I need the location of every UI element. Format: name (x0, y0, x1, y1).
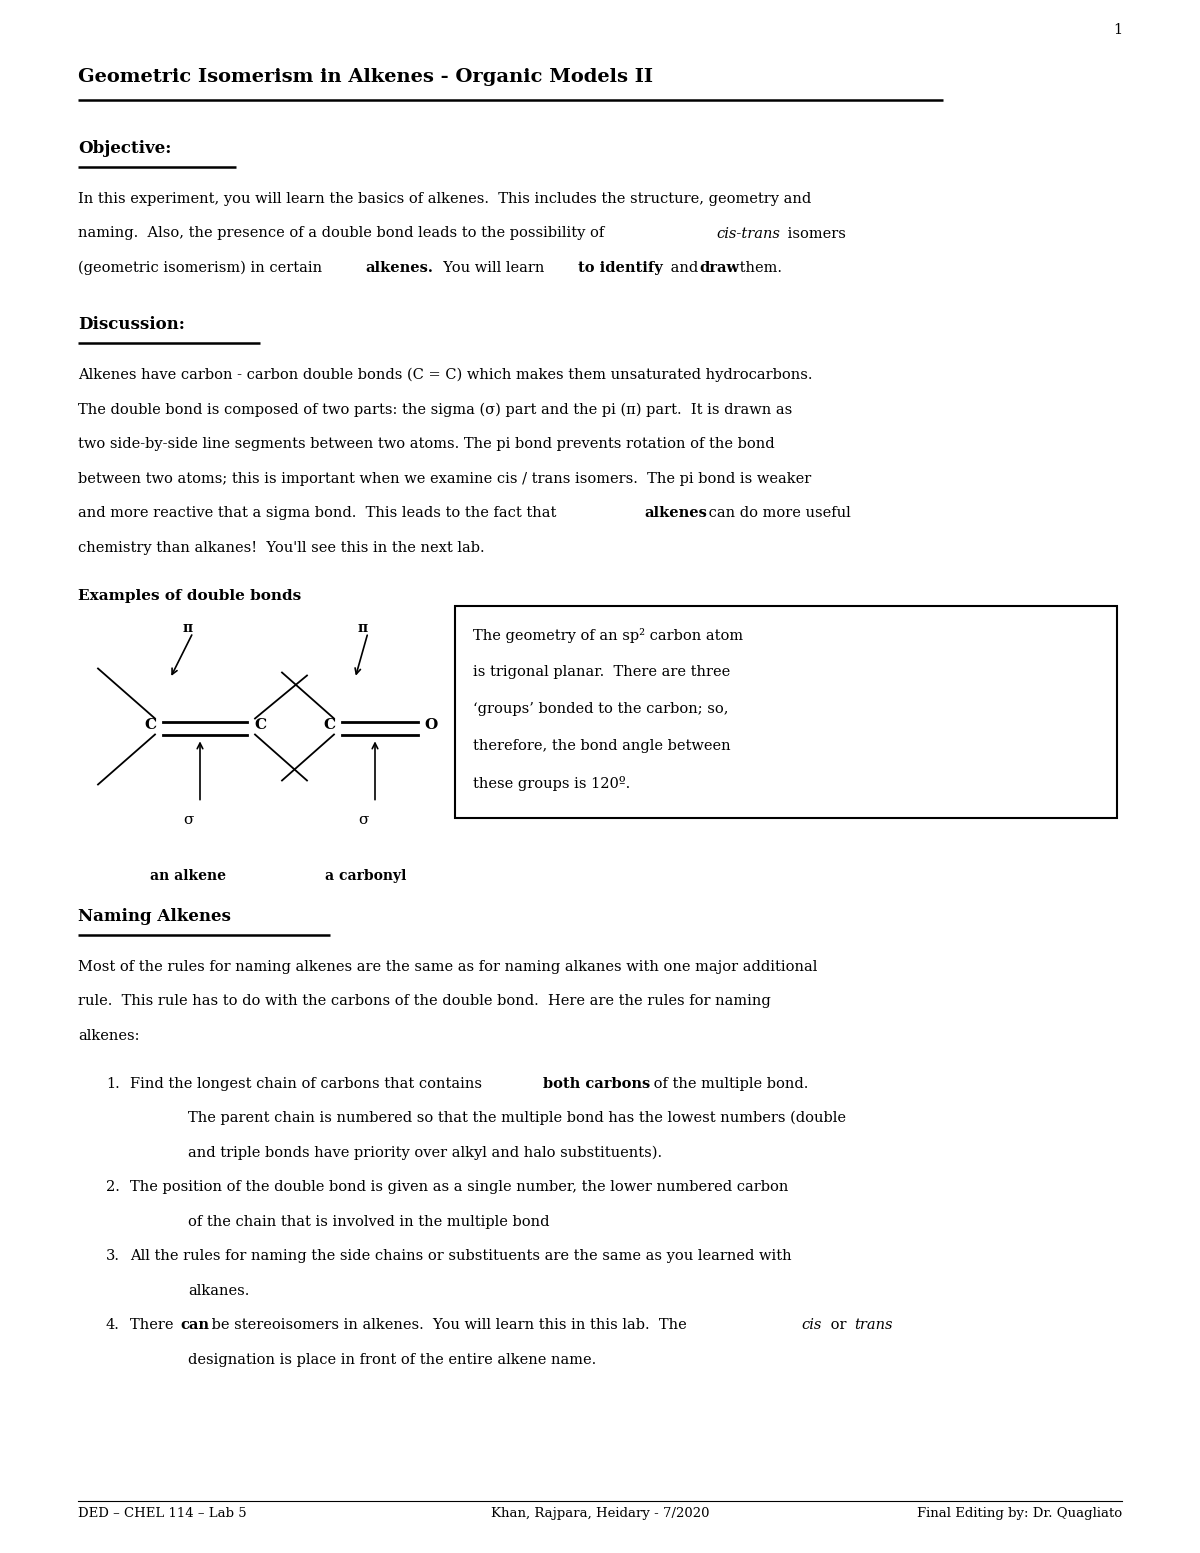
Text: Most of the rules for naming alkenes are the same as for naming alkanes with one: Most of the rules for naming alkenes are… (78, 960, 817, 974)
Text: ‘groups’ bonded to the carbon; so,: ‘groups’ bonded to the carbon; so, (473, 702, 728, 716)
Text: 4.: 4. (106, 1318, 120, 1332)
Text: 1.: 1. (106, 1076, 120, 1090)
Text: trans: trans (854, 1318, 893, 1332)
Text: In this experiment, you will learn the basics of alkenes.  This includes the str: In this experiment, you will learn the b… (78, 193, 811, 207)
Text: draw: draw (698, 261, 739, 275)
Text: of the multiple bond.: of the multiple bond. (649, 1076, 809, 1090)
Text: is trigonal planar.  There are three: is trigonal planar. There are three (473, 665, 731, 679)
Text: both carbons: both carbons (542, 1076, 650, 1090)
Text: The double bond is composed of two parts: the sigma (σ) part and the pi (π) part: The double bond is composed of two parts… (78, 402, 792, 416)
Text: Examples of double bonds: Examples of double bonds (78, 589, 301, 603)
Text: naming.  Also, the presence of a double bond leads to the possibility of: naming. Also, the presence of a double b… (78, 227, 608, 241)
Text: The position of the double bond is given as a single number, the lower numbered : The position of the double bond is given… (130, 1180, 788, 1194)
Text: 2.: 2. (106, 1180, 120, 1194)
Text: 3.: 3. (106, 1249, 120, 1263)
Text: therefore, the bond angle between: therefore, the bond angle between (473, 739, 731, 753)
Text: π: π (358, 621, 368, 635)
Text: be stereoisomers in alkenes.  You will learn this in this lab.  The: be stereoisomers in alkenes. You will le… (208, 1318, 691, 1332)
Text: chemistry than alkanes!  You'll see this in the next lab.: chemistry than alkanes! You'll see this … (78, 540, 485, 554)
Text: to identify: to identify (577, 261, 662, 275)
Text: Khan, Rajpara, Heidary - 7/2020: Khan, Rajpara, Heidary - 7/2020 (491, 1506, 709, 1520)
Text: can: can (180, 1318, 210, 1332)
Text: them.: them. (734, 261, 781, 275)
Text: There: There (130, 1318, 178, 1332)
Text: 1: 1 (1112, 23, 1122, 37)
Bar (455, 606, 1117, 817)
Text: O: O (425, 717, 438, 731)
Text: cis: cis (802, 1318, 821, 1332)
Text: σ: σ (182, 812, 193, 826)
Text: rule.  This rule has to do with the carbons of the double bond.  Here are the ru: rule. This rule has to do with the carbo… (78, 994, 770, 1008)
Text: Alkenes have carbon - carbon double bonds (C = C) which makes them unsaturated h: Alkenes have carbon - carbon double bond… (78, 368, 812, 382)
Text: alkenes:: alkenes: (78, 1028, 139, 1042)
Text: Naming Alkenes: Naming Alkenes (78, 907, 230, 924)
Text: or: or (826, 1318, 851, 1332)
Text: The geometry of an sp² carbon atom: The geometry of an sp² carbon atom (473, 627, 743, 643)
Text: (geometric isomerism) in certain: (geometric isomerism) in certain (78, 261, 326, 275)
Text: DED – CHEL 114 – Lab 5: DED – CHEL 114 – Lab 5 (78, 1506, 247, 1520)
Text: Discussion:: Discussion: (78, 315, 185, 332)
Text: an alkene: an alkene (150, 868, 226, 882)
Text: a carbonyl: a carbonyl (325, 868, 407, 882)
Text: alkanes.: alkanes. (188, 1283, 250, 1297)
Text: You will learn: You will learn (434, 261, 550, 275)
Text: between two atoms; this is important when we examine cis / trans isomers.  The p: between two atoms; this is important whe… (78, 472, 811, 486)
Text: Geometric Isomerism in Alkenes - Organic Models II: Geometric Isomerism in Alkenes - Organic… (78, 68, 653, 85)
Text: two side-by-side line segments between two atoms. The pi bond prevents rotation : two side-by-side line segments between t… (78, 436, 775, 450)
Text: alkenes.: alkenes. (366, 261, 433, 275)
Text: C: C (323, 717, 335, 731)
Text: alkenes: alkenes (644, 506, 707, 520)
Text: of the chain that is involved in the multiple bond: of the chain that is involved in the mul… (188, 1214, 550, 1228)
Text: C: C (144, 717, 156, 731)
Text: C: C (254, 717, 266, 731)
Text: and triple bonds have priority over alkyl and halo substituents).: and triple bonds have priority over alky… (188, 1146, 662, 1160)
Text: cis-trans: cis-trans (716, 227, 780, 241)
Text: All the rules for naming the side chains or substituents are the same as you lea: All the rules for naming the side chains… (130, 1249, 792, 1263)
Text: these groups is 120º.: these groups is 120º. (473, 775, 630, 790)
Text: Final Editing by: Dr. Quagliato: Final Editing by: Dr. Quagliato (917, 1506, 1122, 1520)
Text: The parent chain is numbered so that the multiple bond has the lowest numbers (d: The parent chain is numbered so that the… (188, 1110, 846, 1126)
Text: Objective:: Objective: (78, 140, 172, 157)
Text: isomers: isomers (784, 227, 846, 241)
Text: can do more useful: can do more useful (703, 506, 851, 520)
Text: π: π (182, 621, 193, 635)
Text: σ: σ (358, 812, 368, 826)
Text: Find the longest chain of carbons that contains: Find the longest chain of carbons that c… (130, 1076, 487, 1090)
Text: and more reactive that a sigma bond.  This leads to the fact that: and more reactive that a sigma bond. Thi… (78, 506, 562, 520)
Text: and: and (666, 261, 703, 275)
Text: designation is place in front of the entire alkene name.: designation is place in front of the ent… (188, 1353, 596, 1367)
